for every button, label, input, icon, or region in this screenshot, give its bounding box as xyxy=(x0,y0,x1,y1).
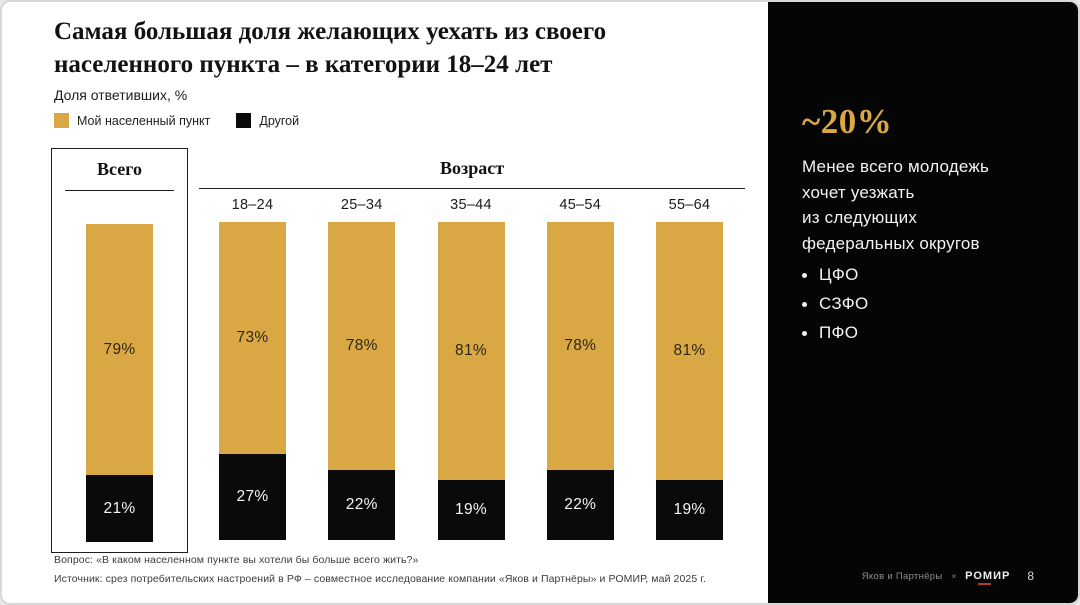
category-label xyxy=(86,191,153,224)
bar-segment: 19% xyxy=(656,479,723,540)
bullet-label: ПФО xyxy=(819,323,859,342)
bar-segment: 21% xyxy=(86,475,153,542)
brand-footer: Яков и Партнёры × РОМИР 8 xyxy=(861,569,1034,585)
total-bar-slot: 79% 21% xyxy=(52,191,187,542)
sidebar-panel: ~20% Менее всего молодежь хочет уезжать … xyxy=(768,2,1078,603)
legend-item-other: Другой xyxy=(236,113,299,128)
value-label: 73% xyxy=(236,329,269,347)
category-label: 35–44 xyxy=(450,197,492,213)
bullet-icon xyxy=(802,330,807,336)
bar-segment: 73% xyxy=(219,222,286,455)
footnote-question: Вопрос: «В каком населенном пункте вы хо… xyxy=(54,554,419,566)
bar-column: 55–64 81% 19% xyxy=(656,189,723,540)
value-label: 81% xyxy=(673,341,706,359)
value-label: 27% xyxy=(236,488,269,506)
legend-label: Другой xyxy=(259,113,300,128)
bar-column: 18–24 73% 27% xyxy=(219,189,286,540)
brand-yakov-partners: Яков и Партнёры xyxy=(861,570,943,582)
footnote-source: Источник: срез потребительских настроени… xyxy=(54,573,706,585)
bar-column: 25–34 78% 22% xyxy=(328,189,396,540)
bar-segment: 22% xyxy=(546,470,614,540)
age-group-header: Возраст xyxy=(199,148,745,189)
stacked-bar: 81% 19% xyxy=(656,222,723,540)
legend-swatch-black xyxy=(236,113,252,128)
value-label: 22% xyxy=(345,496,378,513)
stacked-bar: 78% 22% xyxy=(546,222,614,540)
bullet-icon xyxy=(802,272,807,278)
legend-swatch-gold xyxy=(54,113,69,128)
bar-segment: 81% xyxy=(656,222,723,480)
category-label: 18–24 xyxy=(231,197,274,213)
bar-segment: 78% xyxy=(546,222,614,471)
bar-segment: 19% xyxy=(437,479,505,540)
bar-column: 35–44 81% 19% xyxy=(437,189,505,540)
value-label: 19% xyxy=(455,500,487,518)
bar-segment: 22% xyxy=(328,470,396,540)
category-label: 55–64 xyxy=(668,197,711,213)
total-group-header: Всего xyxy=(97,159,142,179)
bullet-label: СЗФО xyxy=(819,294,869,313)
age-bars-row: 18–24 73% 27% 25–34 78% 22% 35–44 81% 19% 45–54 78… xyxy=(199,189,745,540)
sidebar-content: ~20% Менее всего молодежь хочет уезжать … xyxy=(768,2,1078,343)
total-header-underline xyxy=(65,190,174,191)
page-title: Самая большая доля желающих уехать из св… xyxy=(54,18,607,78)
sidebar-bullet-item: ЦФО xyxy=(802,265,1044,285)
sidebar-bullet-list: ЦФО СЗФО ПФО xyxy=(802,265,1044,343)
value-label: 79% xyxy=(103,340,136,358)
stacked-bar: 81% 19% xyxy=(437,222,505,540)
brand-romir-logo: РОМИР xyxy=(965,570,1011,585)
bullet-label: ЦФО xyxy=(819,265,859,284)
bar-segment: 78% xyxy=(328,222,396,471)
value-label: 19% xyxy=(673,500,706,518)
stacked-bar: 73% 27% xyxy=(219,222,286,540)
sidebar-stat: ~20% xyxy=(802,102,893,141)
chart-subtitle: Доля ответивших, % xyxy=(54,87,188,103)
sidebar-text: Менее всего молодежь хочет уезжать из сл… xyxy=(802,157,989,253)
stacked-bar: 79% 21% xyxy=(86,224,153,542)
legend-label: Мой населенный пункт xyxy=(77,113,211,128)
stacked-bar: 78% 22% xyxy=(328,222,396,540)
page-number: 8 xyxy=(1027,569,1034,583)
bar-column: 79% 21% xyxy=(86,191,153,542)
legend: Мой населенный пункт Другой xyxy=(54,113,299,128)
bar-segment: 27% xyxy=(219,454,286,540)
bar-segment: 79% xyxy=(86,224,153,476)
category-label: 45–54 xyxy=(559,197,602,213)
value-label: 22% xyxy=(564,496,597,513)
legend-item-own-settlement: Мой населенный пункт xyxy=(54,113,210,128)
value-label: 78% xyxy=(345,337,378,355)
sidebar-bullet-item: ПФО xyxy=(802,323,1044,343)
age-group-area: Возраст 18–24 73% 27% 25–34 78% 22% 35–44 81% 19… xyxy=(199,148,745,540)
value-label: 21% xyxy=(103,499,136,517)
value-label: 81% xyxy=(455,341,487,359)
sidebar-bullet-item: СЗФО xyxy=(802,294,1044,314)
total-group-box: Всего 79% 21% xyxy=(51,148,188,553)
bar-column: 45–54 78% 22% xyxy=(546,189,614,540)
brand-separator: × xyxy=(951,571,957,581)
bullet-icon xyxy=(802,301,807,307)
bar-segment: 81% xyxy=(437,222,505,480)
value-label: 78% xyxy=(564,337,597,355)
category-label: 25–34 xyxy=(340,197,383,213)
